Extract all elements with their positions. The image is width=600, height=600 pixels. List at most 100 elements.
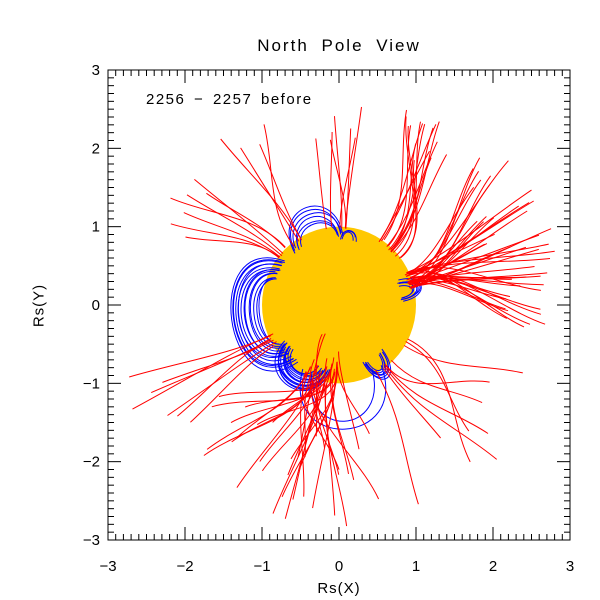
open-field-line bbox=[206, 192, 286, 249]
open-field-line bbox=[345, 128, 352, 229]
y-tick-label: 3 bbox=[92, 62, 100, 79]
open-field-line bbox=[300, 366, 311, 497]
open-field-line bbox=[304, 374, 312, 458]
x-tick-label: −2 bbox=[176, 558, 193, 575]
open-field-line bbox=[315, 333, 323, 437]
open-field-line bbox=[220, 138, 301, 238]
open-field-line bbox=[194, 179, 284, 254]
closed-field-line bbox=[253, 277, 284, 347]
open-field-line bbox=[297, 333, 326, 458]
open-field-line bbox=[398, 125, 418, 259]
closed-field-line bbox=[397, 281, 421, 301]
open-field-line bbox=[388, 124, 426, 251]
axes bbox=[107, 69, 571, 541]
open-field-line bbox=[408, 282, 509, 312]
sun-disk bbox=[262, 226, 416, 384]
open-field-line bbox=[331, 379, 355, 481]
open-field-line bbox=[393, 121, 421, 253]
open-field-line bbox=[218, 363, 333, 398]
open-field-line bbox=[236, 367, 311, 438]
open-field-line bbox=[390, 143, 417, 251]
open-field-line bbox=[375, 369, 419, 505]
open-field-line bbox=[400, 160, 417, 259]
open-field-line bbox=[394, 116, 415, 257]
x-tick-label: 3 bbox=[566, 558, 574, 575]
open-field-line bbox=[404, 186, 475, 276]
closed-field-line bbox=[296, 216, 340, 251]
open-field-line bbox=[330, 366, 349, 474]
x-axis-label: Rs(X) bbox=[317, 580, 361, 597]
open-field-line bbox=[261, 381, 325, 472]
closed-field-line bbox=[340, 230, 357, 242]
open-field-line bbox=[408, 243, 549, 276]
open-field-line bbox=[410, 168, 474, 278]
open-field-line bbox=[407, 277, 541, 310]
open-field-line bbox=[339, 137, 356, 228]
open-field-line bbox=[410, 272, 548, 288]
open-field-line bbox=[177, 338, 272, 417]
closed-field-line bbox=[243, 269, 289, 354]
y-tick-label: −3 bbox=[83, 532, 100, 549]
rotation-range-annotation: 2256 − 2257 before bbox=[146, 91, 313, 108]
y-tick-label: −2 bbox=[83, 454, 100, 471]
open-field-line bbox=[411, 175, 492, 286]
open-field-line bbox=[407, 338, 471, 463]
closed-field-line bbox=[237, 263, 292, 362]
open-field-line bbox=[263, 124, 295, 247]
open-field-line bbox=[324, 358, 336, 516]
open-field-line bbox=[344, 106, 362, 228]
open-field-line bbox=[384, 366, 498, 460]
y-tick-label: 2 bbox=[92, 140, 100, 157]
open-field-line bbox=[409, 189, 532, 272]
open-field-line bbox=[390, 127, 434, 252]
open-field-line bbox=[190, 345, 275, 423]
open-field-line bbox=[410, 221, 484, 289]
open-field-line bbox=[409, 205, 519, 278]
open-field-line bbox=[183, 212, 281, 258]
open-field-line bbox=[162, 339, 274, 383]
closed-field-line bbox=[365, 352, 386, 375]
open-field-line bbox=[384, 363, 489, 434]
closed-field-line bbox=[398, 278, 422, 302]
closed-field-line bbox=[232, 260, 294, 366]
open-field-line bbox=[405, 341, 470, 432]
open-field-line bbox=[315, 138, 327, 230]
y-tick-label: 1 bbox=[92, 219, 100, 236]
open-field-line bbox=[312, 364, 380, 500]
closed-field-line bbox=[367, 354, 384, 371]
closed-field-line bbox=[230, 257, 299, 372]
open-field-line bbox=[185, 236, 280, 258]
open-field-line bbox=[403, 345, 523, 374]
open-field-line bbox=[186, 194, 283, 257]
open-field-line bbox=[170, 197, 286, 248]
plot-title: North Pole View bbox=[257, 36, 421, 55]
open-field-line bbox=[316, 377, 340, 475]
x-tick-label: −1 bbox=[253, 558, 270, 575]
closed-field-line bbox=[248, 272, 286, 352]
closed-field-line bbox=[288, 205, 344, 254]
open-field-line bbox=[336, 361, 370, 435]
open-field-line bbox=[132, 333, 274, 410]
closed-field-line bbox=[300, 222, 339, 247]
closed-field-line bbox=[290, 208, 342, 251]
open-field-lines bbox=[129, 106, 555, 527]
open-field-line bbox=[408, 160, 509, 276]
x-tick-label: 1 bbox=[412, 558, 420, 575]
open-field-line bbox=[236, 364, 319, 488]
open-field-line bbox=[167, 341, 277, 416]
closed-field-line bbox=[235, 263, 294, 365]
open-field-line bbox=[384, 364, 490, 385]
open-field-line bbox=[390, 154, 448, 253]
open-field-line bbox=[334, 116, 343, 229]
open-field-line bbox=[390, 359, 483, 404]
open-field-line bbox=[338, 351, 360, 450]
open-field-line bbox=[230, 364, 333, 424]
y-tick-label: 0 bbox=[92, 297, 100, 314]
x-tick-label: −3 bbox=[99, 558, 116, 575]
open-field-line bbox=[256, 374, 337, 426]
open-field-line bbox=[329, 139, 347, 229]
open-field-line bbox=[383, 109, 407, 241]
x-tick-label: 2 bbox=[489, 558, 497, 575]
